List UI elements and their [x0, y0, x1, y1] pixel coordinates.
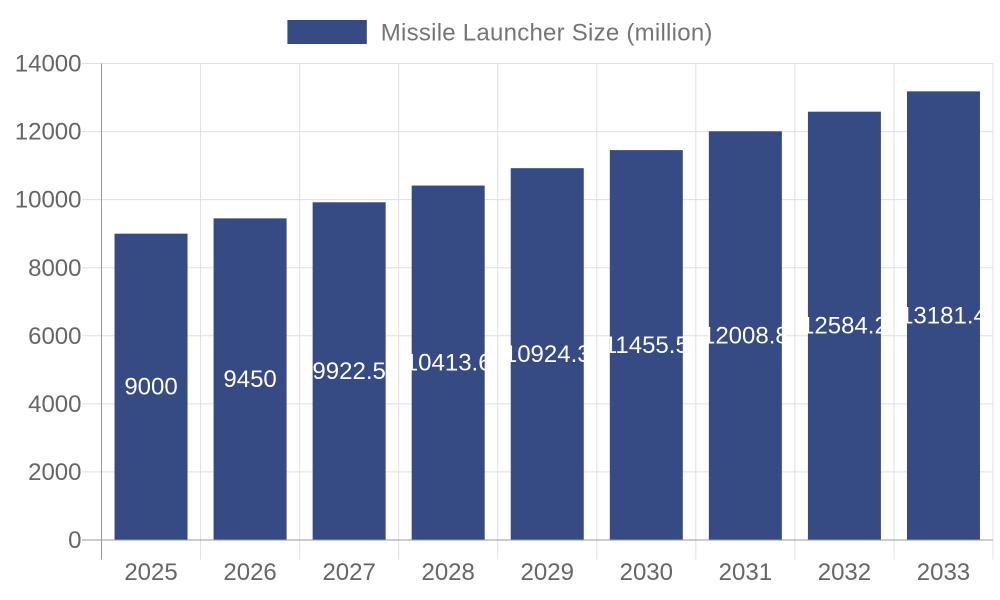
svg-text:4000: 4000 — [28, 391, 81, 418]
svg-text:2027: 2027 — [322, 559, 375, 586]
svg-text:12584.2: 12584.2 — [801, 313, 888, 340]
svg-text:10413.6: 10413.6 — [405, 350, 492, 377]
svg-text:14000: 14000 — [15, 51, 82, 78]
svg-text:10924.3: 10924.3 — [504, 341, 591, 368]
svg-text:2000: 2000 — [28, 459, 81, 486]
svg-text:2029: 2029 — [521, 559, 574, 586]
svg-text:9450: 9450 — [223, 366, 276, 393]
svg-text:2030: 2030 — [620, 559, 673, 586]
svg-text:2028: 2028 — [421, 559, 474, 586]
svg-text:Missile Launcher Size (million: Missile Launcher Size (million) — [381, 19, 713, 46]
svg-text:8000: 8000 — [28, 255, 81, 282]
svg-text:2032: 2032 — [818, 559, 871, 586]
svg-text:2025: 2025 — [124, 559, 177, 586]
svg-text:2033: 2033 — [917, 559, 970, 586]
svg-text:12000: 12000 — [15, 119, 82, 146]
svg-text:10000: 10000 — [15, 187, 82, 214]
svg-text:9000: 9000 — [124, 374, 177, 401]
svg-text:2031: 2031 — [719, 559, 772, 586]
svg-text:12008.8: 12008.8 — [702, 322, 789, 349]
svg-text:11455.5: 11455.5 — [604, 332, 689, 359]
svg-text:2026: 2026 — [223, 559, 276, 586]
svg-text:9922.5: 9922.5 — [312, 358, 385, 385]
svg-text:6000: 6000 — [28, 323, 81, 350]
svg-text:0: 0 — [68, 527, 81, 554]
svg-text:13181.4: 13181.4 — [900, 302, 987, 329]
